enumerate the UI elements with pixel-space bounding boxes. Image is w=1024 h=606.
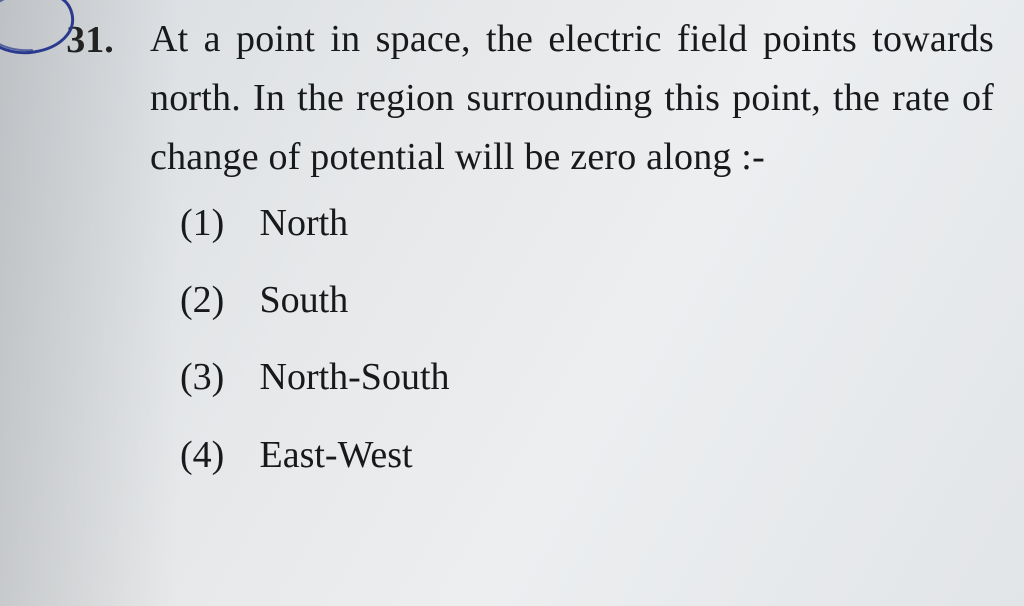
page-content: 31. At a point in space, the electric fi…	[0, 0, 1024, 528]
option-4: (4) East-West	[180, 431, 994, 480]
question-number: 31.	[66, 14, 114, 66]
option-2: (2) South	[180, 276, 994, 325]
option-marker: (2)	[180, 276, 250, 325]
option-1: (1) North	[180, 199, 994, 248]
options-list: (1) North (2) South (3) North-South (4) …	[180, 199, 994, 481]
option-label: East-West	[260, 434, 413, 476]
option-label: South	[260, 279, 349, 321]
option-3: (3) North-South	[180, 353, 994, 402]
question-text: At a point in space, the electric field …	[150, 10, 994, 187]
option-label: North-South	[260, 356, 450, 398]
option-marker: (3)	[180, 353, 250, 402]
option-marker: (1)	[180, 199, 250, 248]
question-number-wrap: 31.	[30, 10, 150, 66]
question-row: 31. At a point in space, the electric fi…	[30, 10, 994, 187]
option-marker: (4)	[180, 431, 250, 480]
option-label: North	[260, 202, 349, 244]
